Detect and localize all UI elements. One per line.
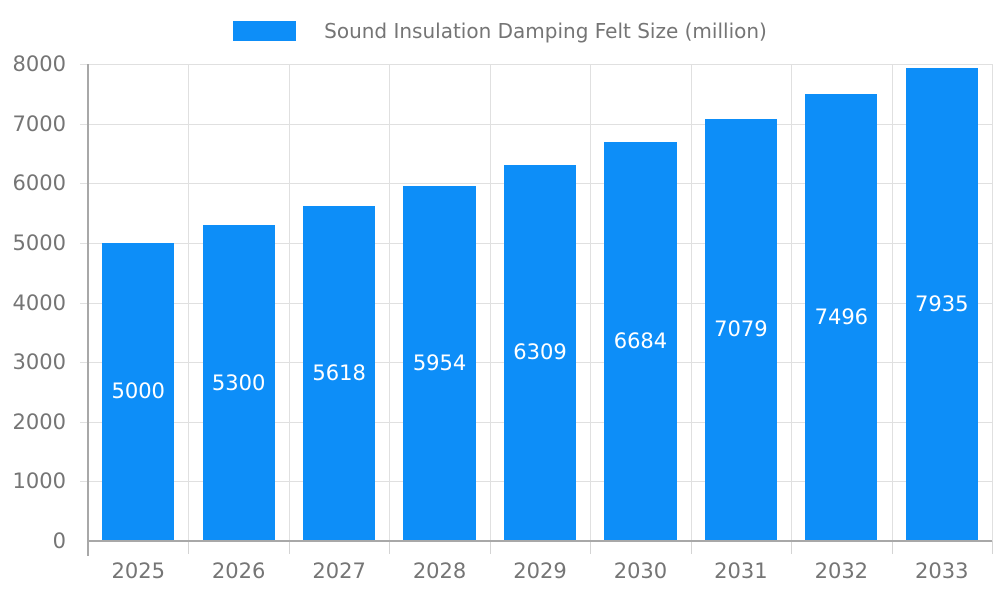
x-axis-tick: [188, 541, 190, 554]
bar: 7935: [905, 67, 978, 541]
bar-value-label: 7496: [814, 305, 869, 330]
y-tick-label: 6000: [12, 171, 66, 196]
bar: 5954: [403, 186, 476, 541]
x-tick-label: 2031: [714, 559, 768, 583]
x-axis-tick: [288, 541, 290, 554]
x-axis-labels: 2025 2026 2027 2028 2029 2030 2031 2032 2033: [88, 559, 992, 589]
bar: 5300: [202, 225, 275, 541]
bar-value-label: 6309: [513, 340, 567, 365]
gridline-vertical: [690, 64, 692, 541]
x-axis-tick: [791, 541, 793, 554]
x-tick-label: 2027: [312, 559, 366, 583]
y-tick-label: 3000: [12, 350, 66, 375]
x-tick-label: 2026: [211, 559, 266, 583]
bar: 7496: [805, 94, 878, 541]
bar-value-label: 7079: [714, 317, 768, 342]
x-tick-label: 2033: [915, 559, 969, 583]
gridline-vertical: [791, 64, 793, 541]
bar-value-label: 7935: [915, 291, 969, 316]
x-axis-tick: [389, 541, 391, 554]
bar-value-label: 6684: [613, 329, 668, 354]
y-tick-label: 0: [52, 529, 66, 553]
y-tick-label: 1000: [12, 469, 66, 494]
gridline-vertical: [590, 64, 592, 541]
x-tick-label: 2032: [814, 559, 869, 583]
x-axis-tick: [590, 541, 592, 554]
gridline-horizontal: [80, 64, 992, 65]
x-axis-tick: [690, 541, 692, 554]
gridline-vertical: [489, 64, 491, 541]
bar: 7079: [704, 118, 778, 541]
bar: 6309: [503, 164, 577, 541]
gridline-vertical: [188, 64, 190, 541]
x-tick-label: 2029: [513, 559, 567, 583]
plot-area: 5000 5300 5618 5954 6309 6684 7079 7496 7935: [80, 64, 993, 556]
gridline-horizontal: [80, 123, 992, 125]
x-tick-label: 2030: [613, 559, 668, 583]
gridline-vertical: [389, 64, 391, 541]
bar-value-label: 5954: [412, 351, 467, 375]
y-axis-line: [87, 64, 89, 556]
gridline-vertical: [992, 64, 993, 541]
y-tick-label: 5000: [12, 230, 66, 255]
x-axis-line: [88, 540, 992, 542]
y-tick-label: 2000: [12, 409, 66, 434]
x-axis-tick: [489, 541, 491, 554]
legend[interactable]: Sound Insulation Damping Felt Size (mill…: [0, 17, 1000, 45]
x-tick-label: 2025: [111, 559, 165, 583]
y-tick-label: 8000: [12, 52, 66, 76]
bar-value-label: 5618: [312, 361, 366, 386]
legend-label: Sound Insulation Damping Felt Size (mill…: [324, 19, 767, 43]
y-tick-label: 4000: [12, 290, 66, 315]
gridline-vertical: [891, 64, 893, 541]
bar: 5618: [302, 206, 376, 541]
bar: 6684: [604, 142, 677, 541]
x-tick-label: 2028: [412, 559, 467, 583]
x-axis-tick: [992, 541, 993, 554]
y-tick-label: 7000: [12, 111, 66, 136]
y-axis-labels: 0 1000 2000 3000 4000 5000 6000 7000 8000: [0, 52, 66, 553]
bar-value-label: 5300: [211, 370, 266, 395]
bar-value-label: 5000: [111, 379, 165, 404]
gridline-vertical: [288, 64, 290, 541]
bar: 5000: [102, 242, 175, 541]
legend-swatch-icon: [233, 21, 297, 41]
x-axis-tick: [891, 541, 893, 554]
